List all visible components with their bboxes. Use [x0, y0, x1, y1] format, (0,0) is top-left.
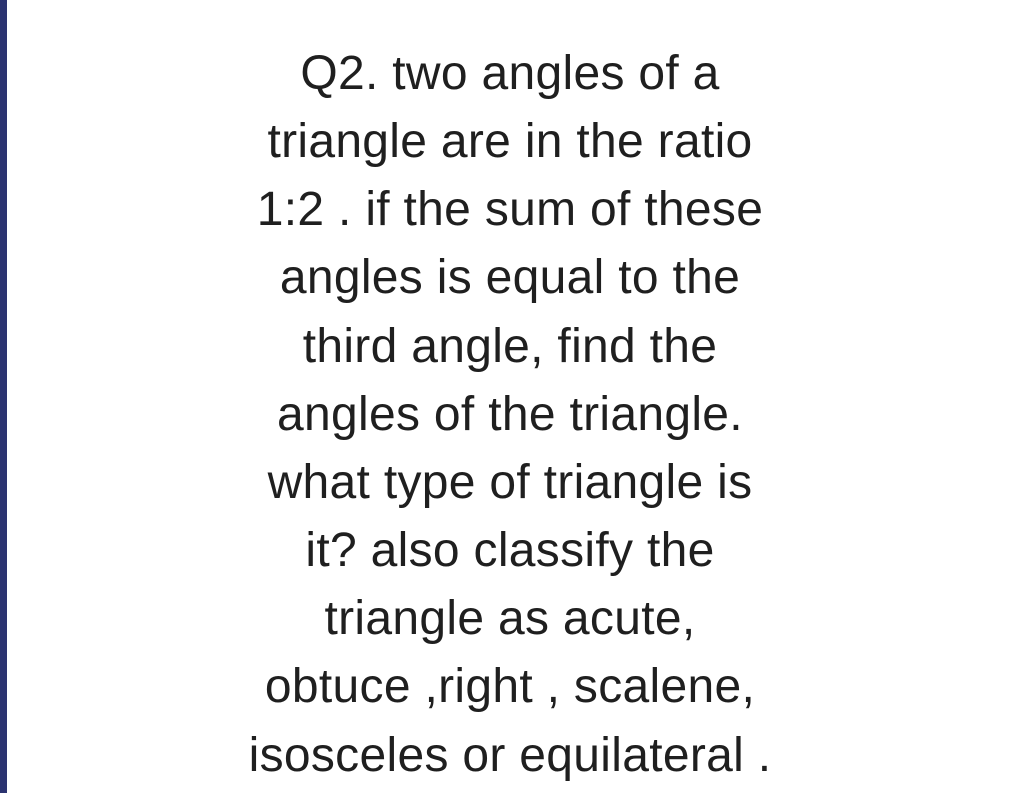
question-line-10: isosceles or equilateral .	[249, 729, 772, 782]
question-line-0: Q2. two angles of a	[300, 47, 719, 100]
question-line-8: triangle as acute,	[325, 592, 696, 645]
question-line-1: triangle are in the ratio	[267, 115, 752, 168]
question-line-9: obtuce ,right , scalene,	[265, 660, 755, 713]
question-line-5: angles of the triangle.	[277, 388, 743, 441]
question-line-7: it? also classify the	[305, 524, 714, 577]
question-line-4: third angle, find the	[303, 320, 718, 373]
left-border	[0, 0, 7, 793]
question-line-3: angles is equal to the	[280, 251, 740, 304]
question-text-block: Q2. two angles of a triangle are in the …	[170, 40, 850, 790]
question-line-2: 1:2 . if the sum of these	[257, 183, 763, 236]
question-line-6: what type of triangle is	[268, 456, 753, 509]
